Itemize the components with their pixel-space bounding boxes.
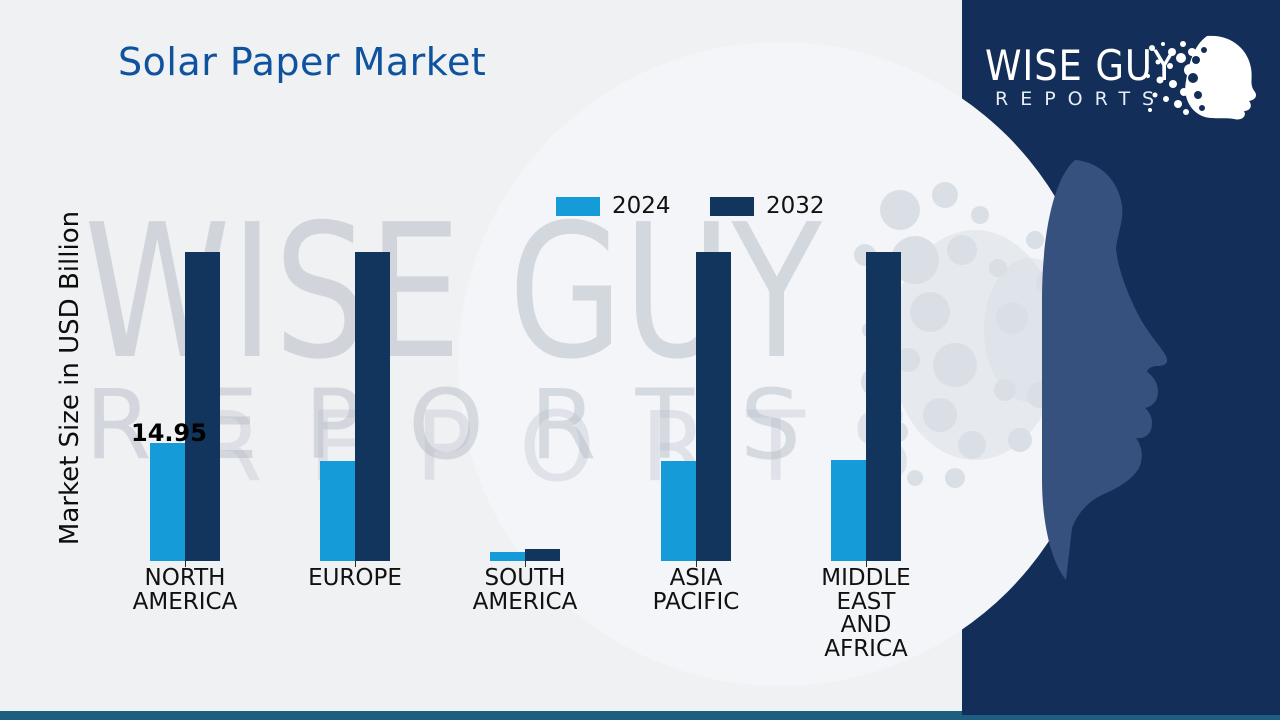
logo-subtitle: REPORTS	[995, 88, 1167, 110]
bar-2024-north-america	[150, 443, 185, 561]
logo-face-icon	[1146, 35, 1257, 120]
bar-2032-europe	[355, 252, 390, 561]
x-tick-middle-east-and-africa	[866, 561, 867, 567]
page-title: Solar Paper Market	[118, 40, 487, 84]
x-tick-europe	[355, 561, 356, 567]
category-label-middle-east-and-africa: MIDDLE EAST AND AFRICA	[821, 565, 911, 662]
bar-2024-middle-east-and-africa	[831, 460, 866, 561]
category-label-asia-pacific: ASIA PACIFIC	[652, 565, 740, 615]
watermark-face-dots-icon	[854, 182, 1076, 488]
bar-2024-europe	[320, 461, 355, 561]
category-label-north-america: NORTH AMERICA	[132, 565, 238, 615]
bar-2032-asia-pacific	[696, 252, 731, 561]
legend-swatch-2024	[556, 197, 600, 216]
x-tick-asia-pacific	[696, 561, 697, 567]
category-label-south-america: SOUTH AMERICA	[472, 565, 578, 615]
x-tick-south-america	[525, 561, 526, 567]
legend-label-2024: 2024	[612, 193, 671, 219]
data-label-north-america-2024: 14.95	[131, 419, 207, 447]
bar-2032-south-america	[525, 549, 560, 561]
legend-label-2032: 2032	[766, 193, 825, 219]
legend-swatch-2032	[710, 197, 754, 216]
bar-2032-north-america	[185, 252, 220, 561]
bar-2032-middle-east-and-africa	[866, 252, 901, 561]
logo-wordmark: WISE GUY	[985, 41, 1177, 90]
y-axis-label: Market Size in USD Billion	[55, 210, 85, 546]
x-tick-north-america	[185, 561, 186, 567]
category-label-europe: EUROPE	[308, 565, 402, 591]
face-silhouette-icon	[1042, 160, 1168, 580]
bottom-bar	[0, 711, 1280, 720]
bar-2024-asia-pacific	[661, 461, 696, 561]
bar-2024-south-america	[490, 552, 525, 561]
